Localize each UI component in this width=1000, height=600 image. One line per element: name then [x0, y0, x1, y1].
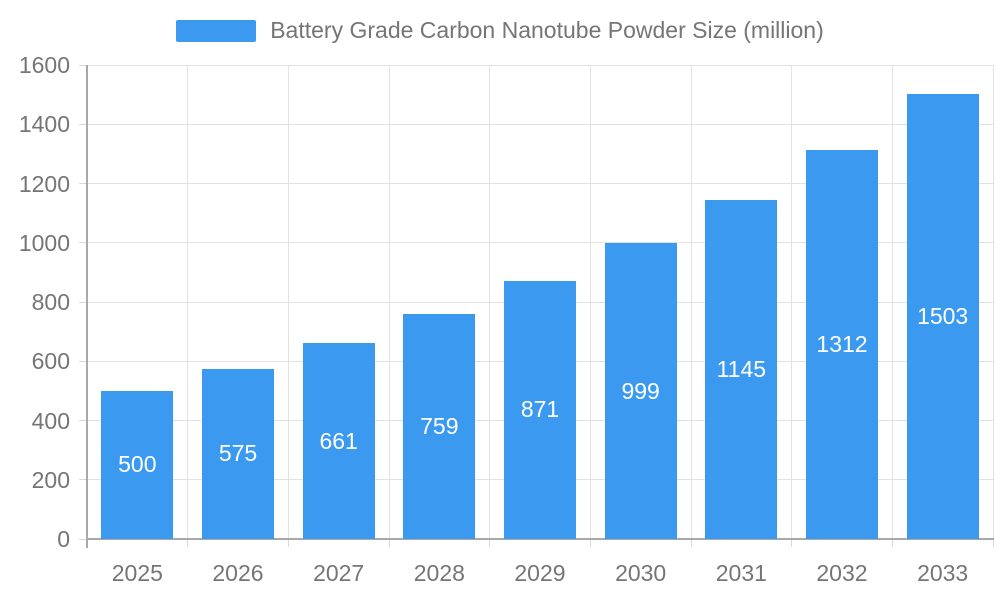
- y-axis-line: [86, 65, 88, 548]
- x-axis-tick-label: 2025: [111, 560, 163, 586]
- x-gridline: [187, 65, 189, 539]
- x-gridline: [891, 65, 893, 539]
- bar[interactable]: 1503: [906, 93, 979, 539]
- x-axis-tick-label: 2031: [715, 560, 767, 586]
- x-gridline: [388, 65, 390, 539]
- y-gridline: [87, 123, 993, 125]
- bar[interactable]: 1145: [705, 199, 778, 539]
- bar[interactable]: 871: [504, 280, 576, 539]
- y-tick-mark: [79, 479, 87, 481]
- y-axis-tick-label: 200: [31, 466, 70, 493]
- x-axis-tick-label: 2033: [917, 560, 969, 586]
- y-axis-tick-label: 0: [57, 526, 70, 552]
- y-tick-mark: [79, 301, 87, 303]
- x-axis-tick-label: 2032: [816, 560, 868, 586]
- bar[interactable]: 999: [604, 243, 677, 539]
- bar-value-label: 759: [420, 413, 459, 440]
- bar-value-label: 871: [520, 396, 560, 423]
- y-tick-mark: [79, 123, 87, 125]
- y-tick-mark: [79, 242, 87, 244]
- x-tick-mark: [388, 539, 390, 547]
- y-axis-tick-label: 1200: [18, 170, 70, 197]
- y-tick-mark: [79, 538, 87, 540]
- y-axis-tick-label: 1000: [18, 229, 70, 256]
- x-gridline: [287, 65, 289, 539]
- bar[interactable]: 500: [101, 390, 174, 539]
- x-gridline: [589, 65, 591, 539]
- x-tick-mark: [287, 539, 289, 547]
- x-tick-mark: [992, 539, 994, 547]
- x-gridline: [992, 65, 994, 539]
- x-tick-mark: [791, 539, 793, 547]
- bar[interactable]: 661: [302, 343, 375, 539]
- bar-value-label: 999: [621, 377, 660, 404]
- y-axis-tick-label: 800: [31, 289, 70, 315]
- x-gridline: [791, 65, 793, 539]
- legend-label: Battery Grade Carbon Nanotube Powder Siz…: [270, 17, 824, 43]
- x-tick-mark: [489, 539, 491, 547]
- x-axis-tick-label: 2028: [413, 560, 465, 586]
- y-axis-tick-label: 1600: [18, 52, 70, 78]
- bar-value-label: 1503: [917, 302, 969, 329]
- y-gridline: [87, 64, 993, 66]
- y-tick-mark: [79, 360, 87, 362]
- x-axis-tick-label: 2029: [514, 560, 566, 586]
- x-gridline: [489, 65, 491, 539]
- legend-swatch: [176, 19, 257, 42]
- bar[interactable]: 759: [403, 314, 476, 539]
- bar-value-label: 1145: [716, 355, 767, 382]
- x-tick-mark: [589, 539, 591, 547]
- y-tick-mark: [79, 420, 87, 421]
- x-axis-tick-label: 2026: [212, 560, 264, 586]
- y-tick-mark: [79, 64, 87, 66]
- x-tick-mark: [891, 539, 893, 547]
- x-axis-tick-label: 2030: [615, 560, 667, 586]
- x-gridline: [690, 65, 692, 539]
- bar[interactable]: 575: [202, 368, 274, 539]
- y-tick-mark: [79, 183, 87, 184]
- bar[interactable]: 1312: [806, 150, 878, 539]
- legend[interactable]: Battery Grade Carbon Nanotube Powder Siz…: [0, 17, 1000, 44]
- y-gridline: [87, 242, 993, 244]
- y-axis-tick-label: 600: [31, 348, 70, 375]
- x-tick-mark: [690, 539, 692, 547]
- x-axis-line: [86, 538, 994, 540]
- bar-value-label: 500: [118, 451, 157, 478]
- bar-value-label: 1312: [816, 331, 868, 358]
- y-gridline: [87, 183, 993, 184]
- bar-value-label: 575: [218, 440, 258, 467]
- bar-value-label: 661: [319, 427, 358, 454]
- x-axis-tick-label: 2027: [313, 560, 365, 586]
- y-axis-tick-label: 400: [31, 407, 70, 434]
- x-tick-mark: [187, 539, 189, 547]
- y-axis-tick-label: 1400: [18, 111, 70, 138]
